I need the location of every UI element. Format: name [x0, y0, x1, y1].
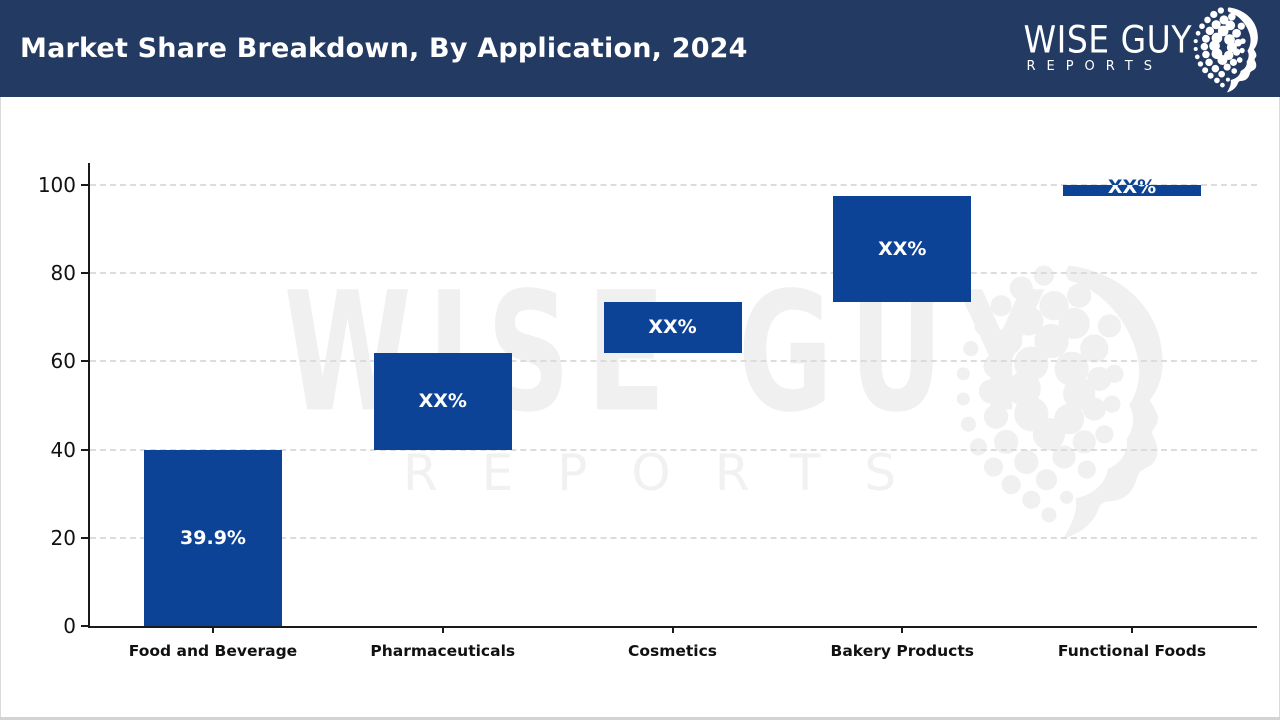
y-gridline: [90, 448, 1257, 451]
x-axis-category-label: Functional Foods: [1057, 642, 1207, 660]
waterfall-bar: XX%: [603, 301, 742, 353]
x-axis-tick: [212, 626, 214, 633]
y-axis-tick-label: 80: [50, 261, 76, 286]
x-axis-tick: [901, 626, 904, 633]
bar-value-label: 39.9%: [180, 527, 246, 549]
y-axis-tick: [81, 272, 89, 275]
y-gridline: [90, 360, 1257, 363]
y-axis-tick: [81, 360, 89, 363]
waterfall-bar: XX%: [833, 196, 972, 302]
waterfall-chart: 0 20 40 60 80 100 39.9% Food and Beverage XX% Pha…: [38, 163, 1257, 660]
bar-value-label: XX%: [1107, 185, 1157, 197]
waterfall-bar: XX%: [1063, 185, 1201, 197]
bar-value-label: XX%: [648, 316, 697, 339]
logo-brand-text: WISE GUY: [1023, 17, 1192, 61]
y-axis-tick-label: 100: [37, 173, 76, 197]
x-axis-category-label: Pharmaceuticals: [370, 642, 516, 660]
waterfall-bar: 39.9%: [144, 450, 282, 626]
x-axis-category-label: Bakery Products: [830, 642, 974, 660]
y-axis-tick: [81, 448, 89, 451]
x-axis-category-label: Food and Beverage: [128, 642, 298, 660]
y-axis-tick-label: 20: [50, 525, 76, 550]
y-axis-tick-label: 40: [50, 437, 76, 462]
y-axis-tick-label: 60: [50, 349, 76, 374]
y-axis-tick-label: 0: [63, 614, 76, 638]
waterfall-bar: XX%: [373, 352, 512, 451]
header-bar: Market Share Breakdown, By Application, …: [0, 0, 1280, 97]
x-axis-tick: [1131, 626, 1133, 633]
bottom-border: [0, 717, 1280, 720]
x-axis-tick: [671, 626, 674, 633]
y-gridline: [90, 536, 1257, 539]
y-gridline: [90, 184, 1257, 186]
bar-label-clip: XX%: [1063, 185, 1201, 196]
y-axis-tick: [81, 536, 89, 539]
y-axis-tick: [81, 625, 89, 627]
x-axis-tick: [441, 626, 444, 633]
y-axis-tick: [81, 184, 89, 186]
page-title: Market Share Breakdown, By Application, …: [20, 33, 748, 64]
bar-value-label: XX%: [418, 390, 467, 413]
wiseguy-logo: WISE GUY REPORTS: [1023, 5, 1280, 93]
bar-value-label: XX%: [878, 237, 927, 260]
logo-sub-text: REPORTS: [1026, 58, 1164, 74]
y-gridline: [90, 272, 1257, 275]
x-axis-category-label: Cosmetics: [627, 642, 718, 660]
